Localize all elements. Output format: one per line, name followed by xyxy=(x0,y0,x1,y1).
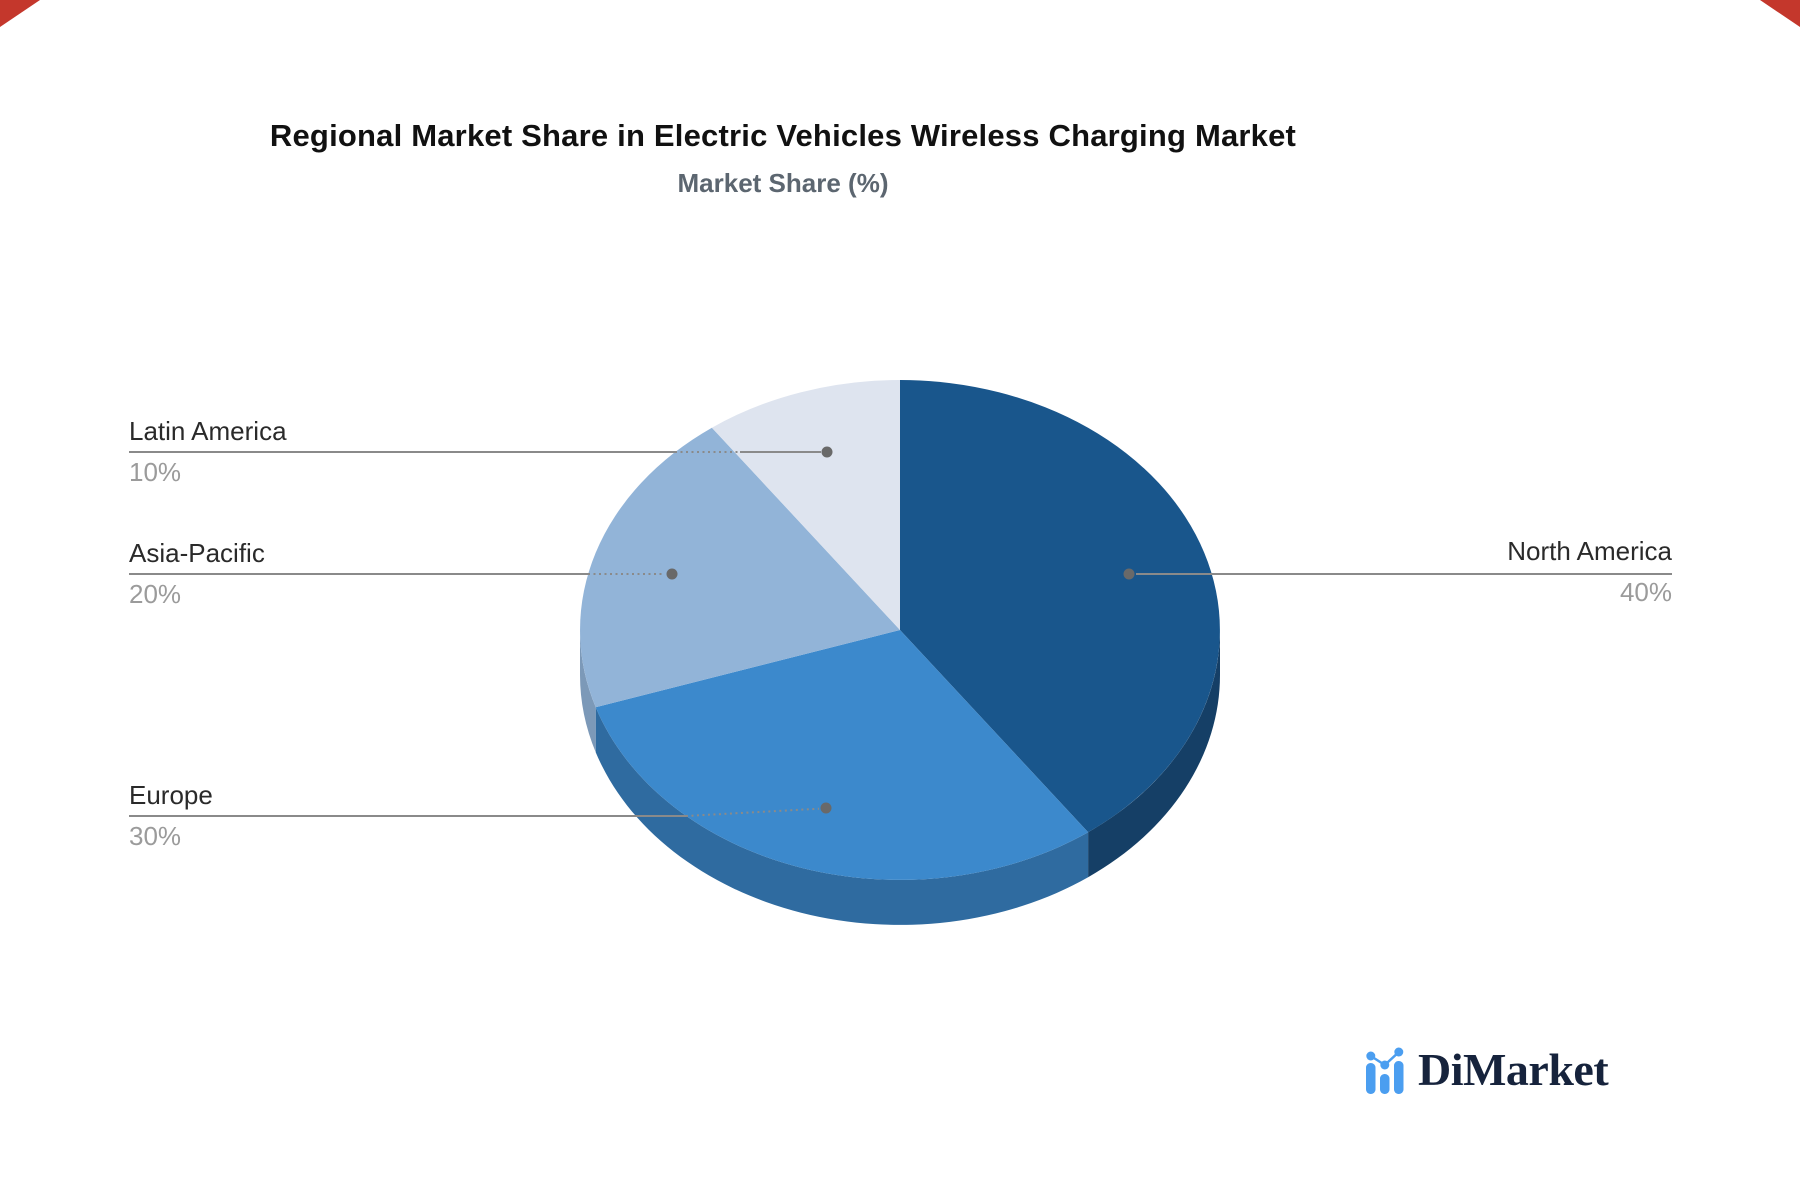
slice-label-name: Asia-Pacific xyxy=(129,538,265,568)
anchor-dot-latin-america xyxy=(821,446,833,458)
pie-side-north-america xyxy=(1088,630,1220,878)
corner-mark-top-left xyxy=(0,0,40,27)
pie-side-europe xyxy=(595,707,1089,925)
slice-label-value: 30% xyxy=(129,820,182,851)
slice-label-asia-pacific: Asia-Pacific 20% xyxy=(129,539,265,608)
pie-slice-asia-pacific[interactable] xyxy=(580,427,900,708)
connector-europe xyxy=(129,807,820,817)
slice-label-value: 20% xyxy=(129,578,182,609)
pie-slice-europe[interactable] xyxy=(595,630,1089,880)
chart-subtitle: Market Share (%) xyxy=(677,168,889,198)
corner-mark-top-right xyxy=(1760,0,1800,27)
slice-label-value: 10% xyxy=(129,456,182,487)
slice-label-latin-america: Latin America 10% xyxy=(129,417,287,486)
slice-label-name: Latin America xyxy=(129,416,287,446)
slice-label-name: Europe xyxy=(129,780,213,810)
anchor-dot-north-america xyxy=(1123,568,1135,580)
brand-logo-text: DiMarket xyxy=(1418,1044,1609,1095)
slice-label-europe: Europe 30% xyxy=(129,781,213,850)
pie-slice-north-america[interactable] xyxy=(900,380,1220,833)
chart-title: Regional Market Share in Electric Vehicl… xyxy=(269,118,1297,153)
slice-label-name: North America xyxy=(1507,536,1672,566)
pie-side-asia-pacific xyxy=(580,630,596,753)
slice-label-value: 40% xyxy=(1619,576,1672,607)
anchor-dot-europe xyxy=(820,802,832,814)
slice-label-north-america: North America 40% xyxy=(1507,537,1672,606)
pie-slice-latin-america[interactable] xyxy=(711,379,900,630)
brand-logo-icon xyxy=(1366,1047,1404,1094)
anchor-dot-asia-pacific xyxy=(666,568,678,580)
